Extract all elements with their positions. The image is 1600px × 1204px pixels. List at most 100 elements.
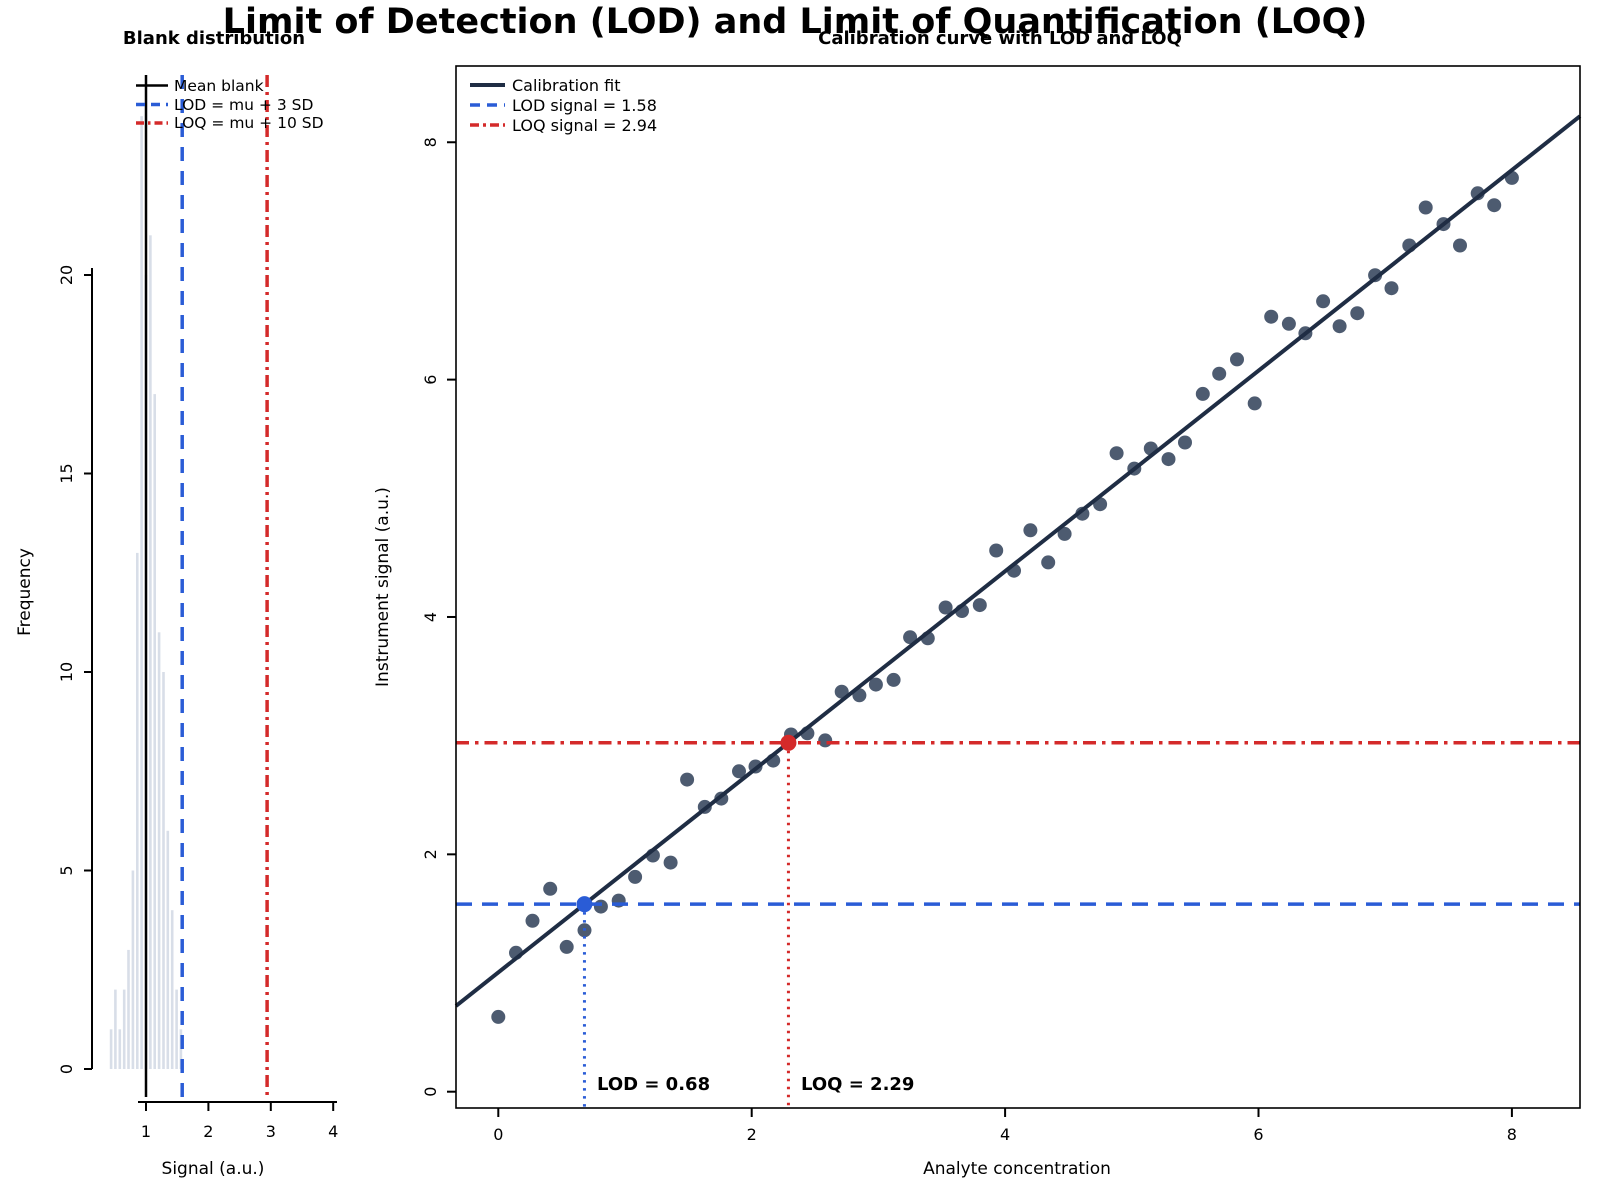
- hist-bar: [114, 989, 117, 1069]
- blank-panel-axes: 0 5 10 15 20 1 2 3 4: [57, 265, 338, 1141]
- x-tick-label: 0: [493, 1125, 503, 1144]
- hist-bar: [127, 949, 130, 1069]
- data-point: [663, 855, 678, 870]
- legend-lod-rule-label: LOD = mu + 3 SD: [174, 96, 313, 114]
- hist-bar: [162, 672, 165, 1069]
- x-tick-label: 2: [203, 1122, 213, 1141]
- hist-bar: [122, 989, 126, 1069]
- data-point: [834, 684, 849, 699]
- x-tick-label: 6: [1253, 1125, 1263, 1144]
- data-point: [680, 772, 695, 787]
- histogram-bars: [109, 116, 183, 1070]
- x-tick-label: 4: [1000, 1125, 1010, 1144]
- data-point: [972, 598, 987, 613]
- data-point: [1264, 309, 1279, 324]
- hist-bar: [157, 632, 161, 1069]
- data-point: [886, 672, 901, 687]
- y-tick-label: 20: [57, 265, 76, 285]
- hist-bar: [131, 870, 135, 1069]
- calibration-yaxis-label: Instrument signal (a.u.): [373, 487, 393, 687]
- hist-bar: [140, 116, 143, 1069]
- data-point: [1212, 366, 1227, 381]
- calibration-lines: [454, 114, 1582, 1108]
- hist-bar: [179, 1029, 183, 1069]
- loq-marker: [780, 734, 797, 751]
- data-point: [1230, 352, 1244, 367]
- data-point: [1332, 319, 1347, 334]
- data-point: [903, 630, 918, 645]
- data-point: [559, 939, 574, 954]
- data-point: [1316, 294, 1331, 309]
- data-point: [1487, 198, 1502, 213]
- calibration-fit-line: [454, 114, 1582, 1008]
- data-point: [1247, 396, 1262, 411]
- data-point: [1075, 506, 1090, 521]
- blank-yaxis-label: Frequency: [15, 548, 35, 636]
- calibration-panel-axes: 0 2 4 6 8 0 2 4 6 8: [421, 65, 1581, 1144]
- y-tick-label: 0: [421, 1087, 440, 1097]
- y-tick-label: 6: [421, 375, 440, 385]
- data-point: [1041, 555, 1056, 570]
- calibration-panel-title: Calibration curve with LOD and LOQ: [818, 28, 1182, 49]
- blank-panel-threshold-lines: [144, 75, 269, 1097]
- data-point: [1418, 200, 1433, 215]
- legend-lod-signal-label: LOD signal = 1.58: [512, 96, 657, 115]
- calibration-xaxis-label: Analyte concentration: [923, 1159, 1111, 1179]
- x-tick-label: 2: [747, 1125, 757, 1144]
- calibration-legend-samples: [470, 83, 505, 127]
- hist-bar: [136, 552, 139, 1069]
- blank-panel-title: Blank distribution: [123, 28, 305, 49]
- data-point: [593, 899, 608, 914]
- blank-xaxis-label: Signal (a.u.): [162, 1159, 265, 1179]
- data-point: [1023, 523, 1038, 538]
- legend-mean-blank-label: Mean blank: [174, 77, 264, 95]
- data-point: [989, 543, 1004, 558]
- data-point: [1057, 526, 1072, 541]
- hist-bar: [175, 989, 178, 1069]
- data-point: [1281, 316, 1296, 331]
- y-tick-label: 8: [421, 137, 440, 147]
- data-point: [1384, 281, 1399, 296]
- data-point: [938, 600, 953, 615]
- data-point: [1109, 446, 1124, 461]
- y-tick-label: 5: [57, 865, 76, 875]
- data-point: [732, 764, 746, 779]
- data-point: [1350, 306, 1365, 321]
- calibration-plot-box: [455, 65, 1581, 1109]
- y-tick-label: 15: [57, 463, 76, 483]
- y-tick-label: 10: [57, 662, 76, 682]
- lod-annotation: LOD = 0.68: [597, 1074, 710, 1095]
- y-tick-label: 2: [421, 849, 440, 859]
- data-point: [628, 869, 643, 884]
- y-tick-label: 0: [57, 1064, 76, 1074]
- hist-bar: [153, 394, 156, 1070]
- y-tick-label: 4: [421, 612, 440, 622]
- figure-title: Limit of Detection (LOD) and Limit of Qu…: [223, 2, 1368, 42]
- legend-loq-signal-label: LOQ signal = 2.94: [512, 116, 657, 135]
- data-point: [491, 1009, 506, 1024]
- x-tick-label: 4: [328, 1122, 338, 1141]
- data-point: [1453, 238, 1467, 253]
- data-point: [543, 881, 558, 896]
- loq-annotation: LOQ = 2.29: [801, 1074, 914, 1095]
- calibration-scatter-points: [491, 170, 1519, 1024]
- x-tick-label: 8: [1507, 1125, 1517, 1144]
- hist-bar: [118, 1029, 122, 1069]
- blank-panel-legend-samples: [136, 84, 168, 125]
- hist-bar: [170, 910, 174, 1069]
- lod-marker: [576, 896, 593, 913]
- data-point: [1195, 386, 1210, 401]
- data-point: [525, 913, 540, 928]
- data-point: [1178, 435, 1192, 450]
- data-point: [1161, 452, 1176, 467]
- x-tick-label: 3: [266, 1122, 276, 1141]
- legend-loq-rule-label: LOQ = mu + 10 SD: [174, 114, 324, 132]
- hist-bar: [149, 235, 152, 1070]
- legend-calibration-fit-label: Calibration fit: [512, 76, 621, 95]
- data-point: [868, 677, 883, 692]
- hist-bar: [166, 830, 170, 1069]
- x-tick-label: 1: [141, 1122, 151, 1141]
- data-point: [818, 733, 833, 748]
